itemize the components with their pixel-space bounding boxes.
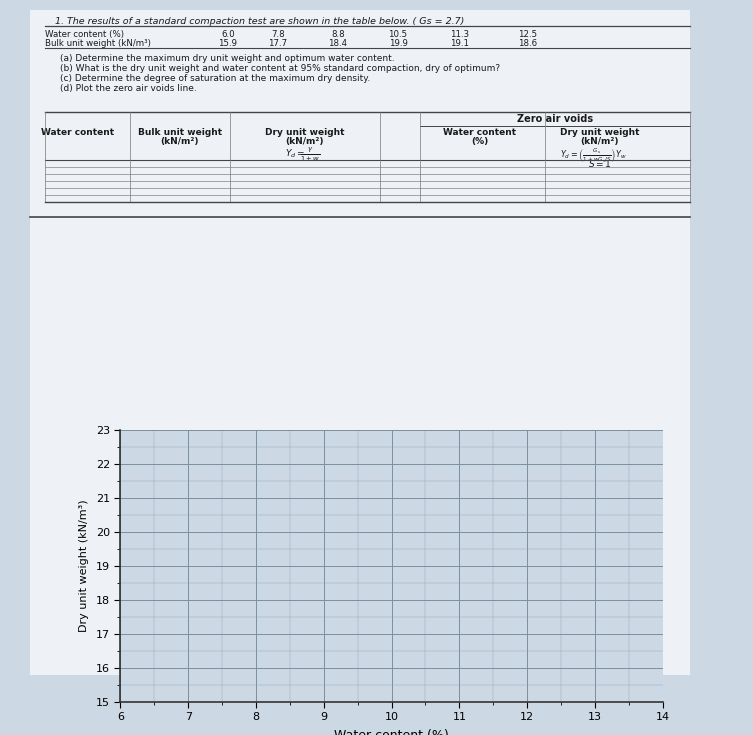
X-axis label: Water content (%): Water content (%) bbox=[334, 729, 449, 735]
Text: Bulk unit weight (kN/m³): Bulk unit weight (kN/m³) bbox=[45, 39, 151, 48]
Y-axis label: Dry unit weight (kN/m³): Dry unit weight (kN/m³) bbox=[79, 500, 89, 632]
Text: 19.1: 19.1 bbox=[450, 39, 470, 48]
Text: $Y_d =$: $Y_d =$ bbox=[285, 147, 305, 159]
Text: 19.9: 19.9 bbox=[389, 39, 407, 48]
Text: Bulk unit weight: Bulk unit weight bbox=[138, 128, 222, 137]
Text: Water content (%): Water content (%) bbox=[45, 30, 124, 39]
Text: (kN/m²): (kN/m²) bbox=[285, 137, 325, 146]
Text: $S = 1$: $S = 1$ bbox=[588, 158, 612, 169]
Text: 18.6: 18.6 bbox=[518, 39, 538, 48]
Bar bbox=[30, 10, 690, 675]
Text: 17.7: 17.7 bbox=[268, 39, 288, 48]
Text: (%): (%) bbox=[471, 137, 489, 146]
Text: 11.3: 11.3 bbox=[450, 30, 470, 39]
Text: Water content: Water content bbox=[444, 128, 517, 137]
Text: 12.5: 12.5 bbox=[518, 30, 538, 39]
Text: 8.8: 8.8 bbox=[331, 30, 345, 39]
Text: 10.5: 10.5 bbox=[389, 30, 407, 39]
Text: 6.0: 6.0 bbox=[221, 30, 235, 39]
Text: (b) What is the dry unit weight and water content at 95% standard compaction, dr: (b) What is the dry unit weight and wate… bbox=[60, 64, 500, 73]
Text: Dry unit weight: Dry unit weight bbox=[560, 128, 640, 137]
Text: Water content: Water content bbox=[41, 128, 114, 137]
Text: $\frac{\gamma}{1+w}$: $\frac{\gamma}{1+w}$ bbox=[300, 146, 320, 164]
Text: 18.4: 18.4 bbox=[328, 39, 348, 48]
Text: 15.9: 15.9 bbox=[218, 39, 237, 48]
Text: $Y_d = \left(\frac{G_s}{1+wG_s/S}\right)Y_{w}$: $Y_d = \left(\frac{G_s}{1+wG_s/S}\right)… bbox=[560, 147, 626, 165]
Text: (c) Determine the degree of saturation at the maximum dry density.: (c) Determine the degree of saturation a… bbox=[60, 74, 370, 83]
Text: 7.8: 7.8 bbox=[271, 30, 285, 39]
Text: (kN/m²): (kN/m²) bbox=[160, 137, 200, 146]
Text: (d) Plot the zero air voids line.: (d) Plot the zero air voids line. bbox=[60, 84, 197, 93]
Text: Zero air voids: Zero air voids bbox=[517, 114, 593, 124]
Text: (kN/m²): (kN/m²) bbox=[581, 137, 619, 146]
Text: 1. The results of a standard compaction test are shown in the table below. ( Gs : 1. The results of a standard compaction … bbox=[55, 17, 465, 26]
Text: (a) Determine the maximum dry unit weight and optimum water content.: (a) Determine the maximum dry unit weigh… bbox=[60, 54, 395, 63]
Text: Dry unit weight: Dry unit weight bbox=[265, 128, 345, 137]
